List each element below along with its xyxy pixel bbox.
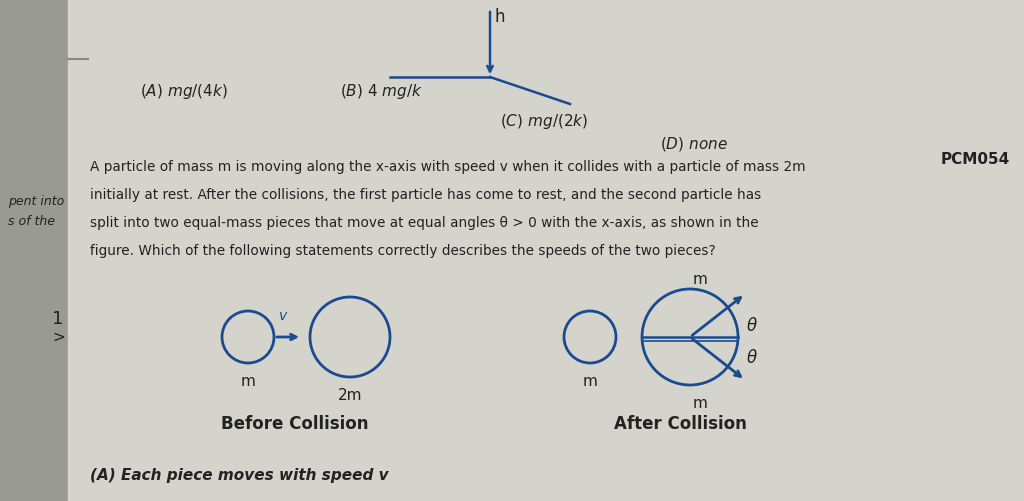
Text: m: m [692,272,708,287]
Text: A particle of mass m is moving along the x-axis with speed v when it collides wi: A particle of mass m is moving along the… [90,160,806,174]
Text: s of the: s of the [8,214,55,227]
Text: >: > [52,329,65,344]
Text: h: h [494,8,505,26]
Text: $(D)\ none$: $(D)\ none$ [660,135,728,153]
Text: $\theta$: $\theta$ [746,348,758,366]
Bar [0,0,68,501]
Text: m: m [241,373,255,388]
Text: v: v [279,309,288,322]
Text: m: m [692,395,708,410]
Text: (A) Each piece moves with speed v: (A) Each piece moves with speed v [90,467,389,482]
Text: $(C)\ mg/(2k)$: $(C)\ mg/(2k)$ [500,112,588,131]
Text: PCM054: PCM054 [941,152,1010,167]
Text: $(A)\ mg/(4k)$: $(A)\ mg/(4k)$ [140,82,228,101]
Text: $(B)\ 4\ mg/k$: $(B)\ 4\ mg/k$ [340,82,423,101]
Text: initially at rest. After the collisions, the first particle has come to rest, an: initially at rest. After the collisions,… [90,188,761,201]
Text: m: m [583,373,597,388]
Text: 2m: 2m [338,387,362,402]
Text: split into two equal-mass pieces that move at equal angles θ > 0 with the x-axis: split into two equal-mass pieces that mo… [90,215,759,229]
Text: Before Collision: Before Collision [221,414,369,432]
Text: figure. Which of the following statements correctly describes the speeds of the : figure. Which of the following statement… [90,243,716,258]
Text: pent into: pent into [8,194,65,207]
Text: 1: 1 [52,310,63,327]
Text: $\theta$: $\theta$ [746,316,758,334]
Text: After Collision: After Collision [613,414,746,432]
